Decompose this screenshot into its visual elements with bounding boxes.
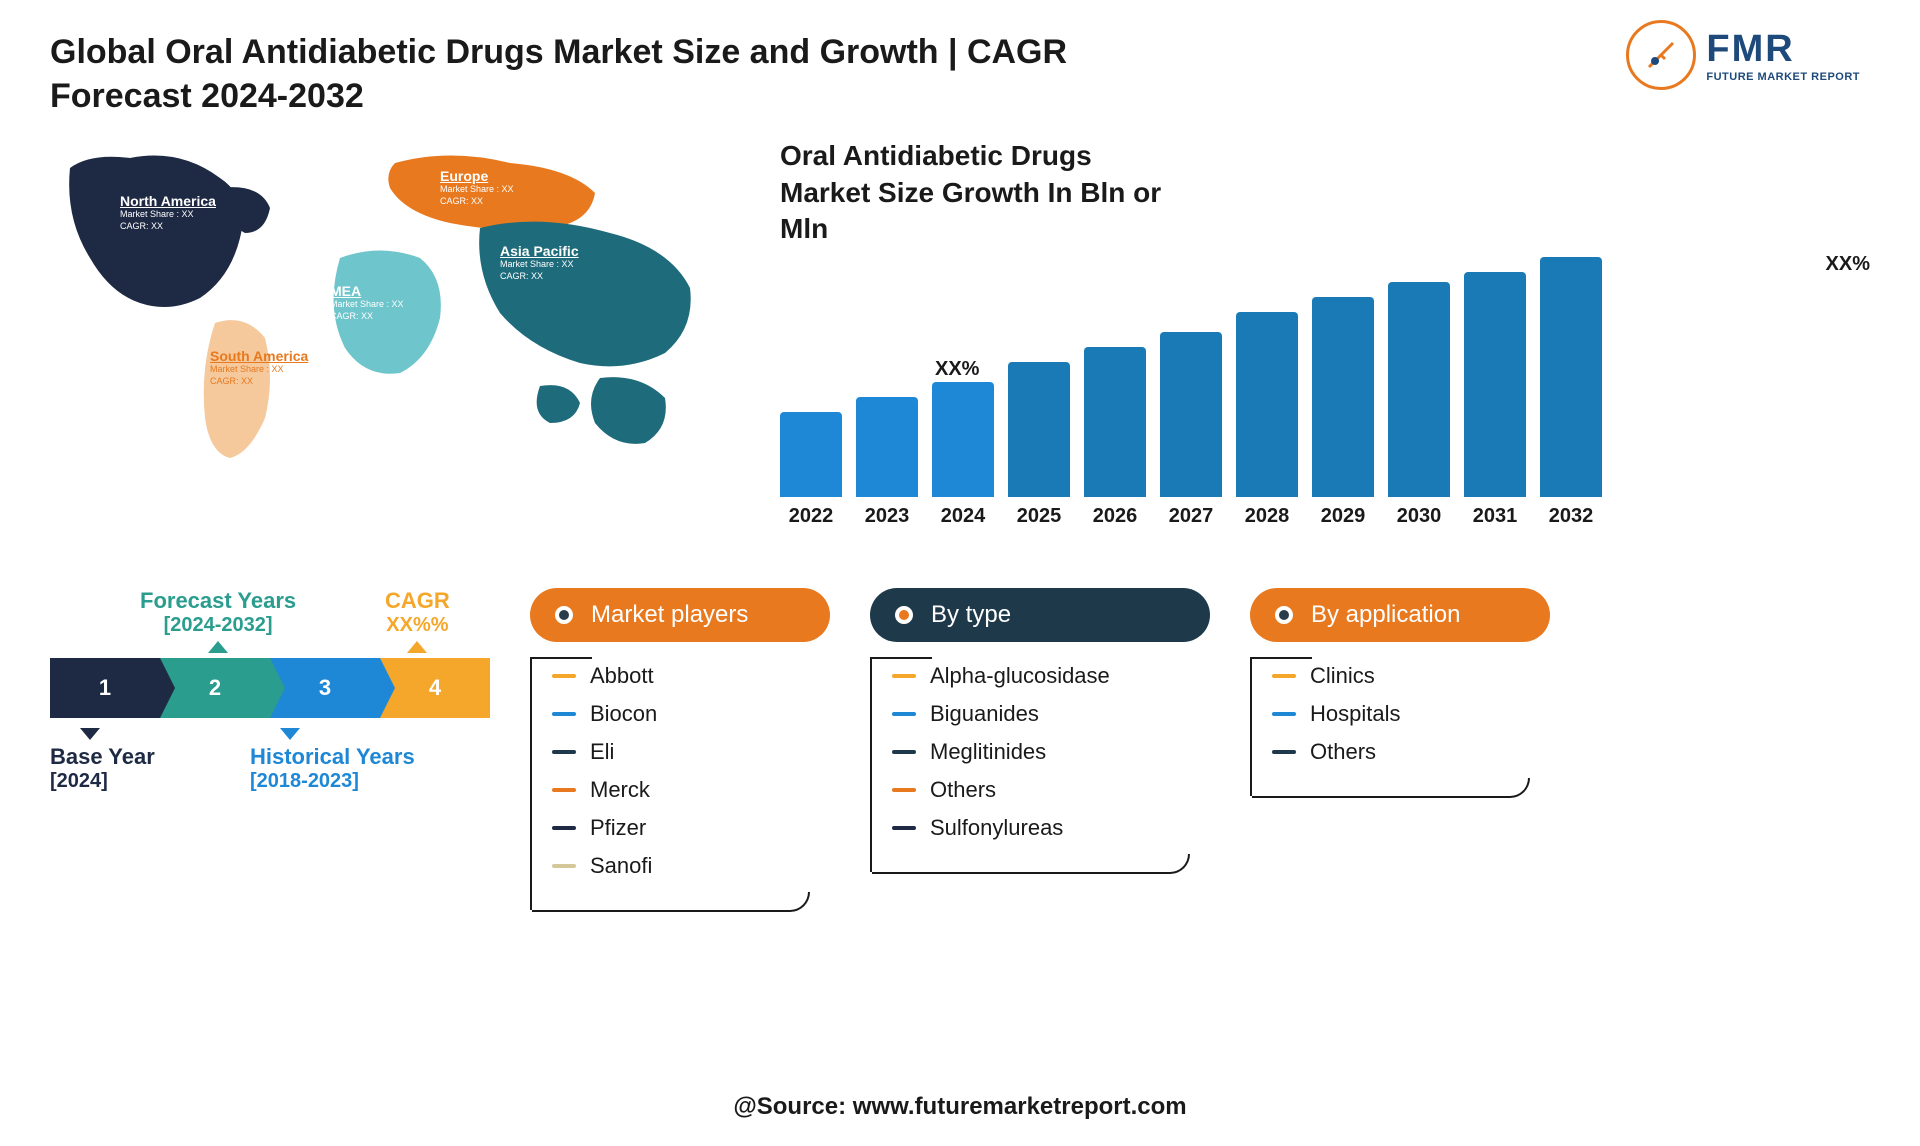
- timeline-box-1: 1: [50, 658, 160, 718]
- bar-2024: 2024: [932, 382, 994, 528]
- list-item: Clinics: [1252, 657, 1550, 695]
- logo-text-main: FMR: [1706, 28, 1860, 71]
- bar-chart: Oral Antidiabetic Drugs Market Size Grow…: [760, 138, 1870, 527]
- list-item: Eli: [532, 733, 830, 771]
- list-item: Biocon: [532, 695, 830, 733]
- region-asia-pacific: Asia Pacific Market Share : XX CAGR: XX: [500, 243, 579, 282]
- category-2: By application ClinicsHospitalsOthers: [1250, 588, 1550, 910]
- list-item: Pfizer: [532, 809, 830, 847]
- timeline-box-3: 3: [270, 658, 380, 718]
- bar-2023: 2023: [856, 397, 918, 528]
- bar-2027: 2027: [1160, 332, 1222, 528]
- list-item: Others: [872, 771, 1210, 809]
- world-map: North America Market Share : XX CAGR: XX…: [50, 138, 730, 478]
- region-europe: Europe Market Share : XX CAGR: XX: [440, 168, 514, 207]
- bar-2031: 2031: [1464, 272, 1526, 528]
- chart-title: Oral Antidiabetic Drugs Market Size Grow…: [780, 138, 1180, 247]
- region-north-america: North America Market Share : XX CAGR: XX: [120, 193, 216, 232]
- bar-2029: 2029: [1312, 297, 1374, 528]
- list-item: Sulfonylureas: [872, 809, 1210, 847]
- category-1: By type Alpha-glucosidaseBiguanidesMeglit…: [870, 588, 1210, 910]
- list-item: Alpha-glucosidase: [872, 657, 1210, 695]
- list-item: Hospitals: [1252, 695, 1550, 733]
- logo-text-sub: FUTURE MARKET REPORT: [1706, 71, 1860, 83]
- timeline-box-2: 2: [160, 658, 270, 718]
- bar-2026: 2026: [1084, 347, 1146, 528]
- timeline: Forecast Years [2024-2032] CAGR XX%% 1 2…: [50, 588, 490, 718]
- telescope-icon: [1626, 20, 1696, 90]
- bar-2025: 2025: [1008, 362, 1070, 528]
- region-south-america: South America Market Share : XX CAGR: XX: [210, 348, 308, 387]
- forecast-years: Forecast Years [2024-2032]: [140, 588, 296, 653]
- fmr-logo: FMR FUTURE MARKET REPORT: [1626, 20, 1860, 90]
- list-item: Merck: [532, 771, 830, 809]
- bar-2028: 2028: [1236, 312, 1298, 528]
- timeline-box-4: 4: [380, 658, 490, 718]
- category-header: By type: [870, 588, 1210, 642]
- list-item: Abbott: [532, 657, 830, 695]
- list-item: Biguanides: [872, 695, 1210, 733]
- list-item: Meglitinides: [872, 733, 1210, 771]
- list-item: Others: [1252, 733, 1550, 771]
- page-title: Global Oral Antidiabetic Drugs Market Si…: [50, 30, 1150, 118]
- list-item: Sanofi: [532, 847, 830, 885]
- annot-2024: XX%: [935, 358, 979, 381]
- annot-2032: XX%: [1826, 253, 1870, 276]
- category-0: Market players AbbottBioconEliMerckPfizer…: [530, 588, 830, 910]
- bar-2032: 2032: [1540, 257, 1602, 528]
- bar-2022: 2022: [780, 412, 842, 528]
- base-year: Base Year [2024]: [50, 728, 155, 793]
- region-mea: MEA Market Share : XX CAGR: XX: [330, 283, 404, 322]
- cagr-label: CAGR XX%%: [385, 588, 450, 653]
- category-header: Market players: [530, 588, 830, 642]
- category-header: By application: [1250, 588, 1550, 642]
- historical-years: Historical Years [2018-2023]: [250, 728, 415, 793]
- source-text: @Source: www.futuremarketreport.com: [733, 1093, 1186, 1121]
- bar-2030: 2030: [1388, 282, 1450, 528]
